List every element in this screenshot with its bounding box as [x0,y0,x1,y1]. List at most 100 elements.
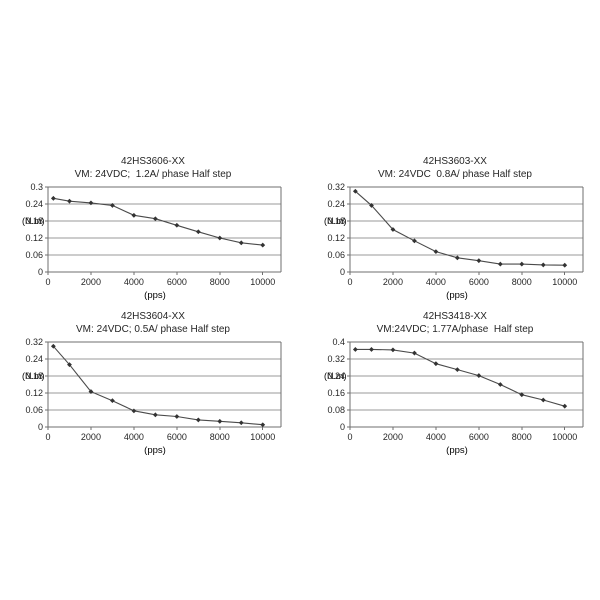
y-tick-label: 0.06 [25,250,43,260]
data-point-marker [476,258,482,264]
data-point-marker [238,240,244,246]
y-tick-label: 0.32 [25,337,43,347]
data-point-marker [519,392,525,398]
data-point-marker [476,373,482,378]
x-tick-label: 4000 [124,432,144,442]
data-point-marker [519,261,525,267]
y-tick-label: 0.3 [30,182,43,192]
y-tick-label: 0.24 [327,199,345,209]
data-point-marker [131,212,137,218]
data-point-marker [390,347,396,353]
chart-panel-42hs3603: 42HS3603-XX VM: 24VDC 0.8A/ phase Half s… [322,152,588,312]
torque-curve-plot: (N.m) (pps) 0.32 0.24 0.18 0.12 0.06 00 2000 40… [324,182,584,301]
data-point-marker [88,389,94,394]
y-tick-label: 0.24 [327,371,345,381]
x-tick-label: 4000 [426,432,446,442]
x-tick-label: 2000 [81,432,101,442]
x-axis-label: (pps) [144,290,166,301]
y-tick-label: 0.32 [327,182,345,192]
data-point-marker [174,222,180,228]
x-tick-label: 2000 [383,432,403,442]
y-tick-label: 0 [38,422,43,432]
x-tick-label: 6000 [167,432,187,442]
data-point-marker [217,235,223,241]
data-point-marker [67,198,72,204]
data-point-marker [412,350,417,356]
x-tick-label: 8000 [210,277,230,287]
data-point-marker [131,408,137,414]
data-point-marker [540,397,546,403]
x-axis-label: (pps) [446,445,468,456]
x-tick-label: 8000 [512,432,532,442]
y-tick-label: 0 [340,422,345,432]
x-tick-label: 6000 [469,277,489,287]
x-tick-label: 10000 [552,432,577,442]
series-line [355,348,565,407]
y-tick-label: 0.18 [25,371,43,381]
plot-generated-content: 0.4 0.32 0.24 0.16 0.08 00 2000 4000 6000 8000 100… [327,337,584,442]
y-tick-label: 0.32 [327,354,345,364]
data-point-marker [352,347,358,352]
x-axis-label: (pps) [144,445,166,456]
y-tick-label: 0 [38,267,43,277]
y-tick-label: 0.06 [327,250,345,260]
plot-generated-content: 0.32 0.24 0.18 0.12 0.06 00 2000 4000 6000 8000 10… [327,182,584,287]
data-point-marker [50,195,56,201]
chart-title: 42HS3418-XX [423,311,487,322]
torque-curve-plot: (N.m) (pps) 0.4 0.32 0.24 0.16 0.08 00 2000 400… [324,337,584,456]
chart-panel-42hs3418: 42HS3418-XX VM:24VDC; 1.77A/phase Half s… [322,307,588,467]
series-line [52,345,263,426]
torque-curve-plot: (N.m) (pps) 0.32 0.24 0.18 0.12 0.06 00 2000 40… [22,337,282,456]
chart-panel-42hs3604: 42HS3604-XX VM: 24VDC; 0.5A/ phase Half … [20,307,286,467]
y-tick-label: 0 [340,267,345,277]
x-tick-label: 0 [45,277,50,287]
plot-generated-content: 0.32 0.24 0.18 0.12 0.06 00 2000 4000 6000 8000 10… [25,337,282,442]
y-tick-label: 0.08 [327,405,345,415]
data-point-marker [352,188,358,194]
x-tick-label: 6000 [469,432,489,442]
y-tick-label: 0.12 [25,233,43,243]
data-point-marker [454,255,460,261]
chart-subtitle: VM: 24VDC 0.8A/ phase Half step [378,169,532,180]
data-point-marker [412,238,417,244]
data-point-marker [195,229,201,235]
y-tick-label: 0.06 [25,405,43,415]
chart-panel-42hs3606: 42HS3606-XX VM: 24VDC; 1.2A/ phase Half … [20,152,286,312]
torque-curve-plot: (N.m) (pps) 0.3 0.24 0.18 0.12 0.06 00 2000 400… [22,182,282,301]
y-tick-label: 0.16 [327,388,345,398]
data-point-marker [238,420,244,426]
x-tick-label: 8000 [210,432,230,442]
data-point-marker [562,262,568,268]
x-tick-label: 6000 [167,277,187,287]
x-tick-label: 2000 [81,277,101,287]
data-point-marker [152,412,158,418]
y-tick-label: 0.12 [327,233,345,243]
data-point-marker [497,382,503,387]
x-tick-label: 10000 [552,277,577,287]
data-point-marker [174,414,180,419]
x-tick-label: 2000 [383,277,403,287]
x-tick-label: 4000 [124,277,144,287]
y-tick-label: 0.18 [25,216,43,226]
x-tick-label: 10000 [250,432,275,442]
y-tick-label: 0.24 [25,354,43,364]
data-point-marker [67,362,72,368]
data-point-marker [390,227,396,232]
x-tick-label: 0 [347,277,352,287]
data-point-marker [260,422,266,428]
chart-subtitle: VM:24VDC; 1.77A/phase Half step [376,324,534,335]
y-tick-label: 0.4 [332,337,345,347]
data-point-marker [152,216,158,222]
data-point-marker [217,418,223,424]
y-axis-label: (N.m) [22,216,45,226]
chart-title: 42HS3606-XX [121,156,185,167]
plot-generated-content: 0.3 0.24 0.18 0.12 0.06 00 2000 4000 6000 8000 100… [25,182,282,287]
chart-subtitle: VM: 24VDC; 0.5A/ phase Half step [76,324,230,335]
data-point-marker [110,398,115,404]
x-tick-label: 0 [347,432,352,442]
series-line [355,190,565,266]
chart-title: 42HS3603-XX [423,156,487,167]
data-point-marker [88,200,94,206]
y-axis-label: (N.m) [324,216,347,226]
